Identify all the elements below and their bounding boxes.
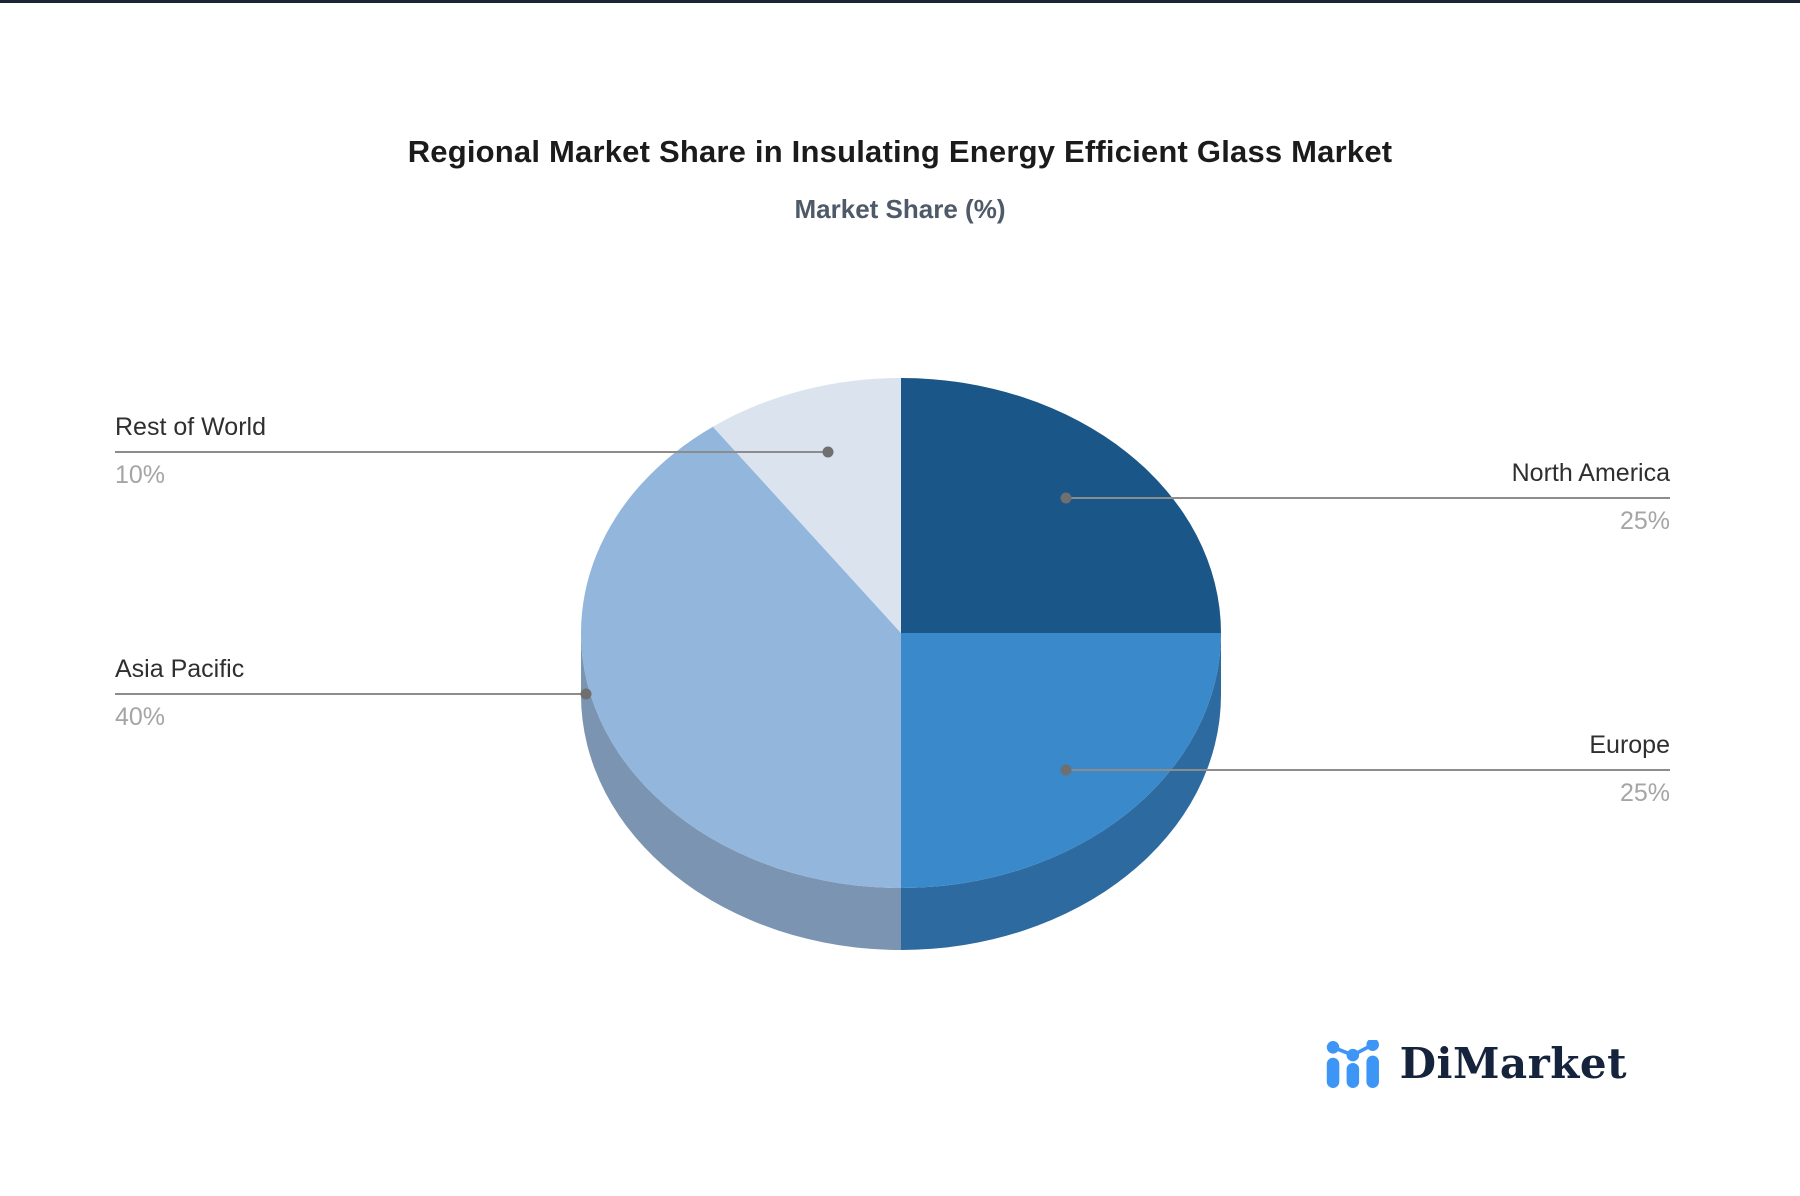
chart-subtitle: Market Share (%): [794, 194, 1006, 224]
bar-line-chart-icon: [1326, 1040, 1379, 1088]
pie-slice-side-asia-pacific: [581, 633, 901, 950]
slice-value-europe: 25%: [1619, 779, 1670, 807]
slice-label-rest-of-world: Rest of World: [115, 413, 266, 441]
callout-dot-north-america: [1060, 492, 1072, 504]
slice-label-asia-pacific: Asia Pacific: [115, 655, 245, 683]
callout-dot-europe: [1060, 764, 1072, 776]
slice-value-north-america: 25%: [1619, 507, 1670, 535]
dimarket-logo: DiMarket: [1326, 1040, 1627, 1088]
callout-dot-asia-pacific: [580, 688, 592, 700]
pie-slice-side-europe: [901, 633, 1221, 950]
pie-slice-asia-pacific[interactable]: [580, 426, 901, 888]
chart-title: Regional Market Share in Insulating Ener…: [407, 134, 1393, 169]
pie-slice-north-america[interactable]: [901, 378, 1221, 633]
slice-label-north-america: North America: [1511, 459, 1670, 487]
slice-value-asia-pacific: 40%: [115, 703, 166, 731]
slice-label-europe: Europe: [1589, 731, 1670, 759]
pie-slice-europe[interactable]: [901, 633, 1221, 888]
top-border: [0, 0, 1800, 3]
logo-text: DiMarket: [1399, 1039, 1627, 1088]
pie-slice-rest-of-world[interactable]: [712, 378, 901, 633]
callout-dot-rest-of-world: [822, 446, 834, 458]
slice-value-rest-of-world: 10%: [115, 461, 166, 489]
